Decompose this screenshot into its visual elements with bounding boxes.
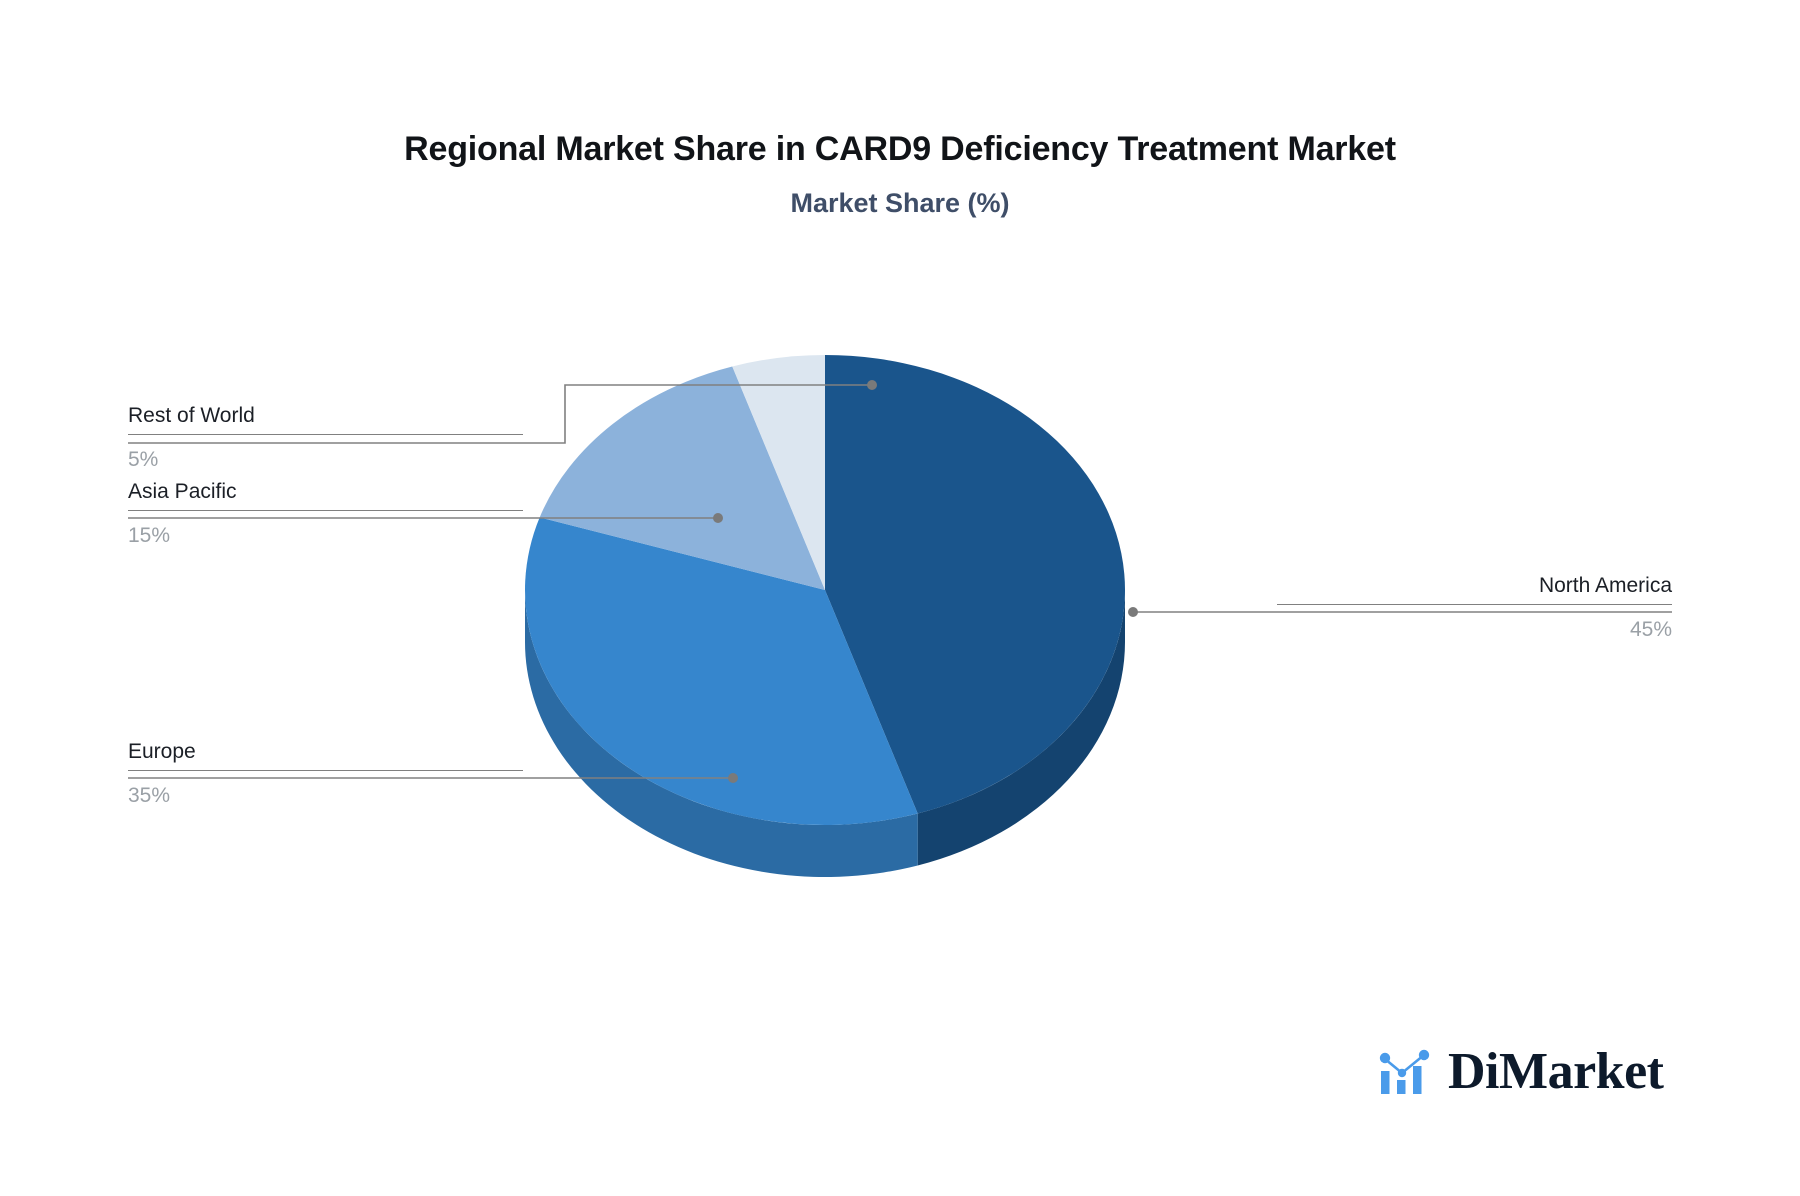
callout-value-europe: 35%: [128, 783, 171, 807]
callout-rest-of-world: Rest of World 5%: [128, 402, 523, 473]
slice-side-europe: [525, 590, 918, 877]
callout-rule: [1277, 603, 1672, 605]
pie-depth-walls: [525, 590, 1125, 877]
callout-label-rest-of-world: Rest of World: [128, 404, 255, 427]
callout-value-north-america: 45%: [1629, 617, 1672, 641]
callout-rule: [128, 769, 523, 771]
callout-rule: [128, 433, 523, 435]
callout-value-asia-pacific: 15%: [128, 523, 171, 547]
slice-north-america[interactable]: [825, 355, 1125, 814]
pie-chart-svg: [525, 355, 1125, 877]
slice-europe[interactable]: [525, 517, 918, 825]
bar-chart-icon: [1379, 1049, 1430, 1094]
callout-north-america: North America 45%: [1277, 572, 1672, 643]
callout-value-rest-of-world: 5%: [128, 447, 159, 471]
callout-label-asia-pacific: Asia Pacific: [128, 480, 237, 503]
pie-chart: [500, 340, 1150, 960]
callout-rule: [128, 509, 523, 511]
callout-europe: Europe 35%: [128, 738, 523, 809]
pie-slices: [525, 355, 1125, 825]
callout-label-north-america: North America: [1538, 574, 1672, 597]
callout-label-europe: Europe: [128, 740, 196, 763]
brand-logo: DiMarket: [1378, 1043, 1664, 1100]
brand-name: DiMarket: [1448, 1043, 1664, 1100]
page-title: Regional Market Share in CARD9 Deficienc…: [404, 130, 1396, 168]
slice-side-north-america: [917, 590, 1125, 866]
callout-asia-pacific: Asia Pacific 15%: [128, 478, 523, 549]
chart-subtitle: Market Share (%): [790, 188, 1010, 218]
